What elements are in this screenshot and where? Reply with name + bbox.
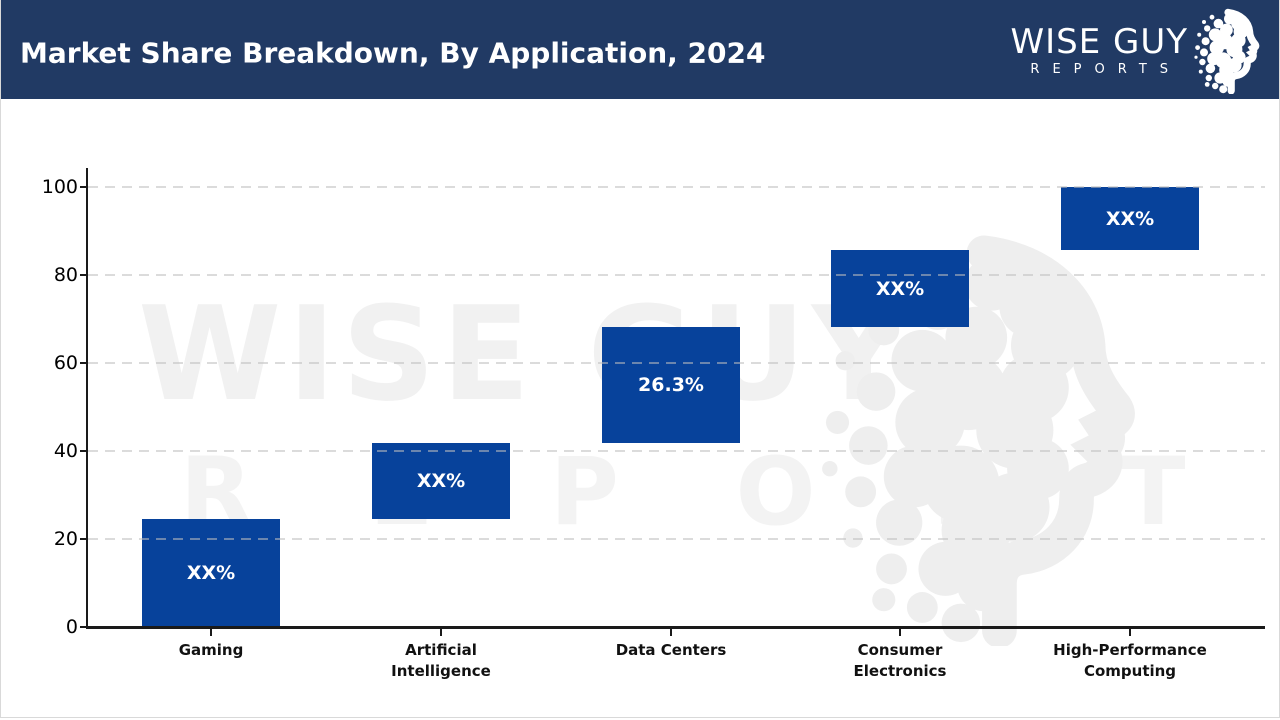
logo-secondary-text: REPORTS [1030,62,1182,78]
logo-primary-text: WISE GUY [1010,22,1188,62]
x-tick-mark [670,629,672,636]
x-category-label: Artificial Intelligence [391,641,491,680]
y-tick-mark [80,362,88,364]
x-tick-mark [1129,629,1131,636]
bar-value-label: XX% [416,470,466,493]
y-axis-line [86,168,88,629]
page-title: Market Share Breakdown, By Application, … [20,36,766,70]
gridline [88,186,1265,188]
y-tick-mark [80,450,88,452]
gridline [88,450,1265,452]
y-tick-mark [80,186,88,188]
x-category-label: Gaming [178,641,244,659]
y-tick-label: 20 [53,528,78,550]
bar: XX% [831,250,969,328]
gridline [88,362,1265,364]
bar: XX% [142,519,280,627]
gridline [88,274,1265,276]
x-axis-line [86,626,1265,629]
x-category-label: Consumer Electronics [853,641,947,680]
bar-value-label: 26.3% [638,374,704,397]
y-tick-label: 0 [65,616,78,638]
wise-guy-reports-logo: WISE GUY REPORTS [1000,4,1270,96]
x-tick-mark [899,629,901,636]
gridline [88,538,1265,540]
logo-head-icon [1186,6,1270,94]
header-bar: Market Share Breakdown, By Application, … [0,0,1280,99]
bar-value-label: XX% [875,277,925,300]
y-tick-label: 100 [41,176,78,198]
y-tick-label: 40 [53,440,78,462]
y-tick-label: 80 [53,264,78,286]
bar: XX% [1061,187,1199,251]
y-tick-mark [80,626,88,628]
x-tick-mark [210,629,212,636]
bar: XX% [372,443,510,520]
logo-text: WISE GUY REPORTS [1010,22,1188,77]
y-tick-mark [80,274,88,276]
x-category-label: High-Performance Computing [1053,641,1207,680]
bar-value-label: XX% [1105,207,1155,230]
bar-value-label: XX% [186,562,236,585]
bar: 26.3% [602,327,740,444]
y-tick-mark [80,538,88,540]
x-tick-mark [440,629,442,636]
x-category-label: Data Centers [615,641,727,659]
y-tick-label: 60 [53,352,78,374]
